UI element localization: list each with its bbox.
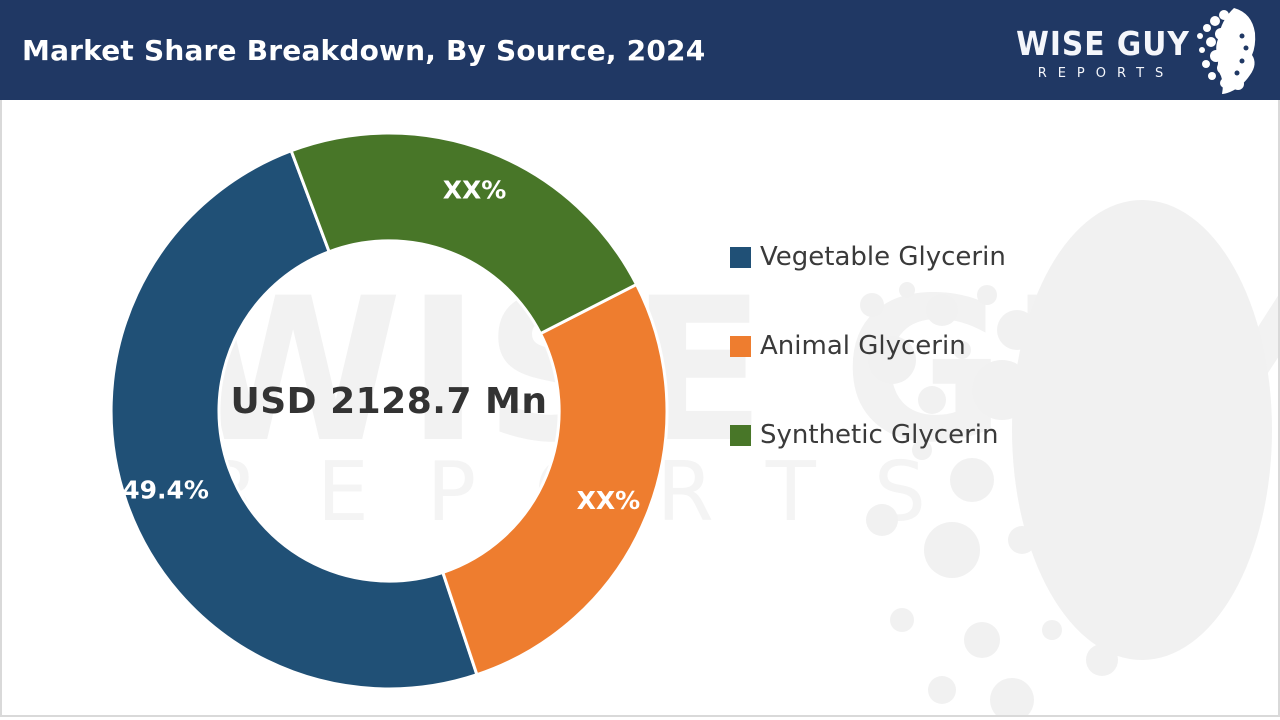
- slice-label: 49.4%: [122, 476, 209, 505]
- header-bar: Market Share Breakdown, By Source, 2024 …: [0, 0, 1280, 100]
- legend-swatch-icon: [730, 424, 751, 446]
- donut-chart: 49.4% XX% XX%: [109, 131, 669, 691]
- pie-slice-synthetic-glycerin: [289, 131, 639, 336]
- slice-label: XX%: [443, 176, 507, 205]
- pie-slice-vegetable-glycerin: [109, 149, 479, 691]
- legend-item-animal-glycerin: Animal Glycerin: [730, 329, 1006, 363]
- legend-item-vegetable-glycerin: Vegetable Glycerin: [730, 240, 1006, 274]
- brand-name: WISE GUY: [1016, 24, 1190, 63]
- chart-center-value: USD 2128.7 Mn: [230, 381, 548, 422]
- brand-logo: WISE GUY REPORTS: [1014, 6, 1262, 96]
- brand-logo-text: WISE GUY REPORTS: [1014, 24, 1192, 81]
- legend-label: Vegetable Glycerin: [760, 242, 1006, 272]
- watermark-face-icon: [860, 200, 1272, 715]
- brand-subtitle: REPORTS: [1037, 66, 1175, 81]
- chart-legend: Vegetable Glycerin Animal Glycerin Synth…: [730, 240, 1006, 507]
- page-title: Market Share Breakdown, By Source, 2024: [22, 33, 706, 67]
- legend-swatch-icon: [730, 246, 751, 268]
- legend-item-synthetic-glycerin: Synthetic Glycerin: [730, 418, 1006, 452]
- legend-label: Animal Glycerin: [760, 331, 966, 361]
- pie-slice-animal-glycerin: [441, 282, 669, 677]
- legend-swatch-icon: [730, 335, 751, 357]
- slice-label: XX%: [577, 486, 641, 515]
- chart-card: WISE GUY REPORTS 49.4%XX%XX% USD 2128.7 …: [0, 100, 1280, 717]
- brand-face-icon: [1197, 8, 1256, 94]
- legend-label: Synthetic Glycerin: [760, 420, 999, 450]
